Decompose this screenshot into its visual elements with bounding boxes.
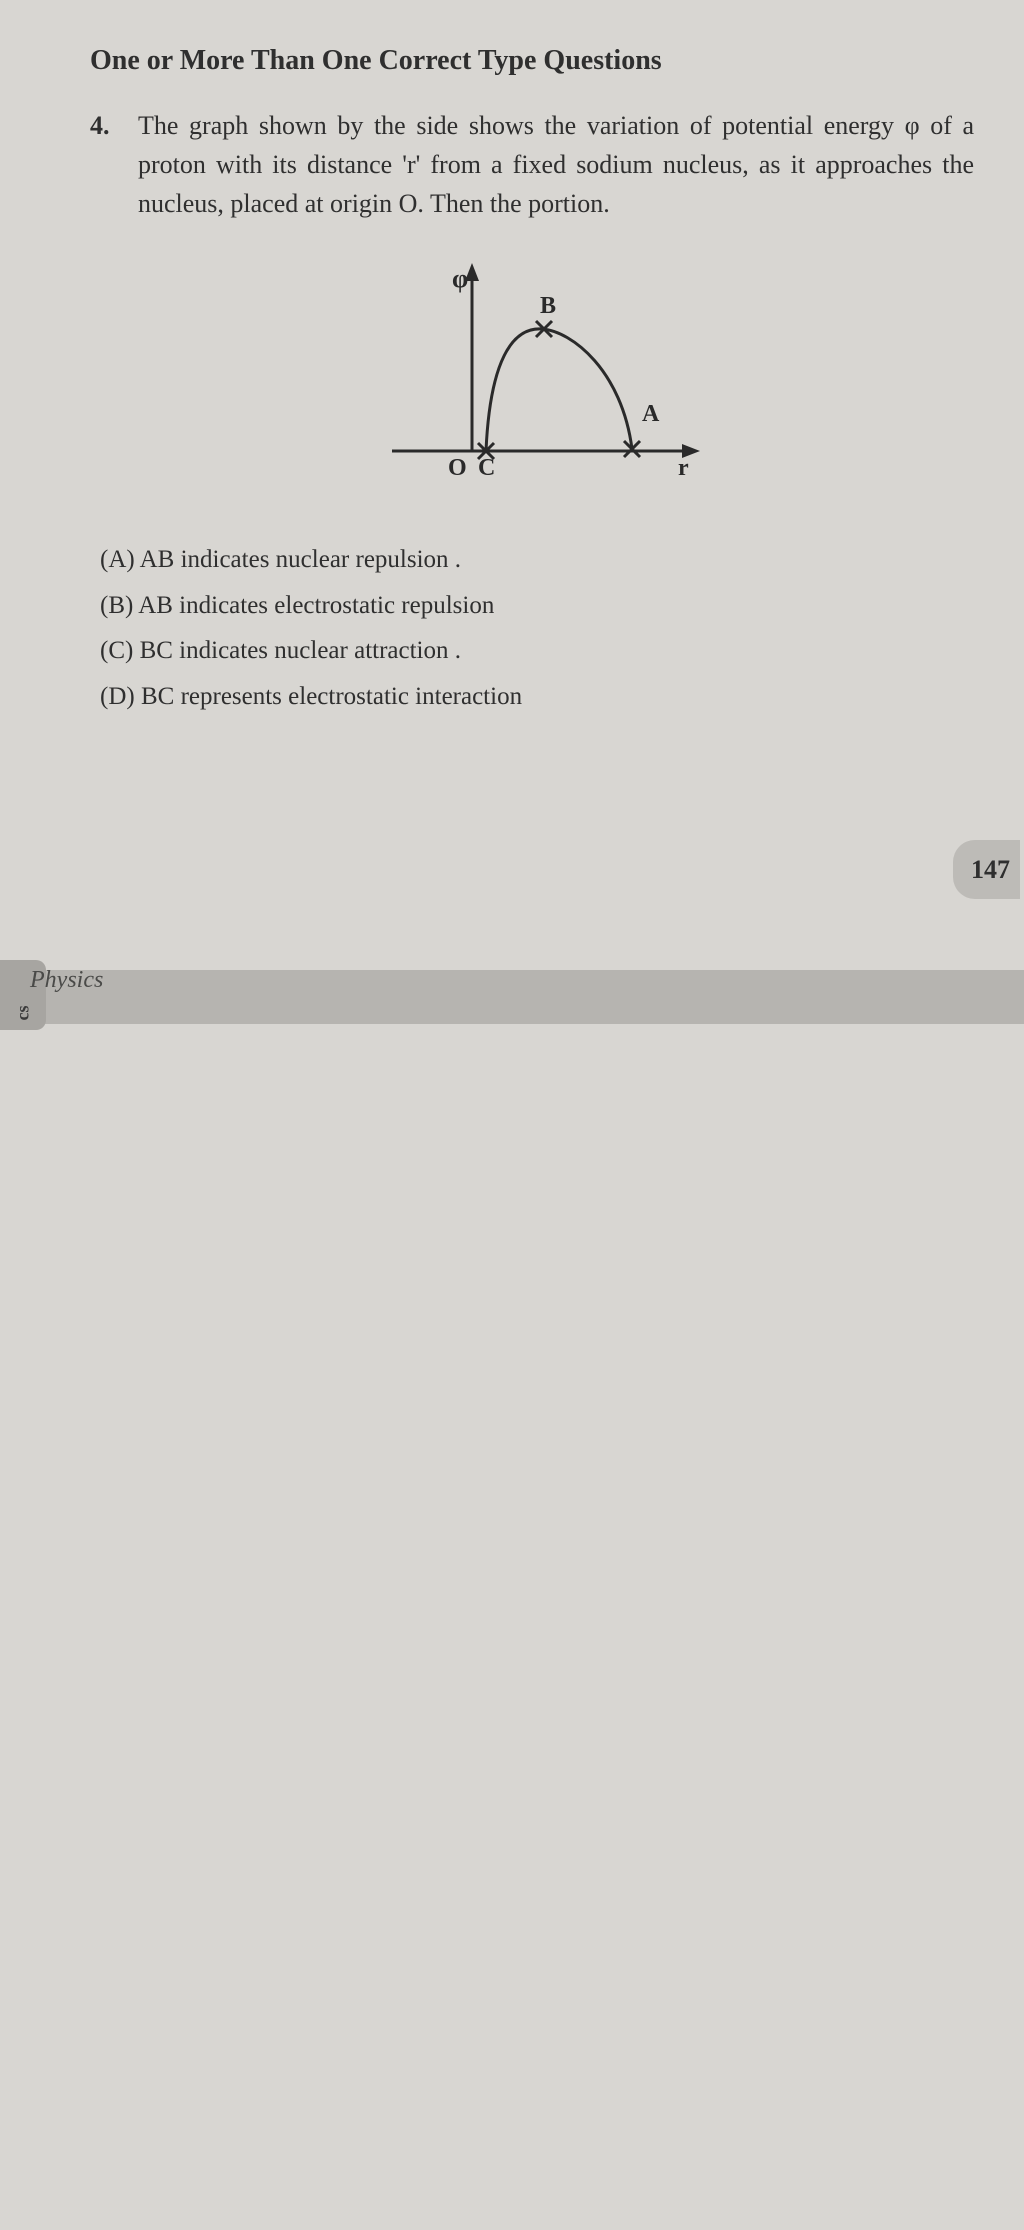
option-text: AB indicates nuclear repulsion: [140, 546, 449, 573]
option-a: (A) AB indicates nuclear repulsion .: [100, 541, 974, 579]
option-key: (C): [100, 637, 133, 664]
point-c-label: C: [478, 455, 495, 481]
graph-background: [352, 251, 712, 511]
question-block: 4. The graph shown by the side shows the…: [90, 106, 974, 223]
option-d: (D) BC represents electrostatic interact…: [100, 678, 974, 716]
r-label: r: [678, 455, 689, 481]
page-number: 147: [953, 840, 1020, 899]
options-list: (A) AB indicates nuclear repulsion . (B)…: [100, 541, 974, 715]
figure-container: φ r O A B C: [90, 251, 974, 511]
question-number: 4.: [90, 106, 118, 223]
option-key: (D): [100, 683, 135, 710]
option-b: (B) AB indicates electrostatic repulsion: [100, 587, 974, 625]
potential-energy-graph: φ r O A B C: [352, 251, 712, 511]
option-text: BC indicates nuclear attraction: [140, 637, 449, 664]
origin-label: O: [448, 455, 467, 481]
question-text: The graph shown by the side shows the va…: [138, 106, 974, 223]
option-trailing: .: [449, 637, 462, 664]
option-text: AB indicates electrostatic repulsion: [138, 592, 494, 619]
option-key: (A): [100, 546, 135, 573]
option-trailing: .: [449, 546, 462, 573]
option-c: (C) BC indicates nuclear attraction .: [100, 632, 974, 670]
footer-subject: Physics: [30, 962, 103, 998]
point-a-label: A: [642, 401, 660, 427]
option-text: BC represents electrostatic interaction: [141, 683, 522, 710]
phi-label: φ: [452, 264, 468, 293]
option-key: (B): [100, 592, 133, 619]
section-heading: One or More Than One Correct Type Questi…: [90, 40, 974, 82]
point-b-label: B: [540, 293, 556, 319]
footer-band: [0, 970, 1024, 1024]
